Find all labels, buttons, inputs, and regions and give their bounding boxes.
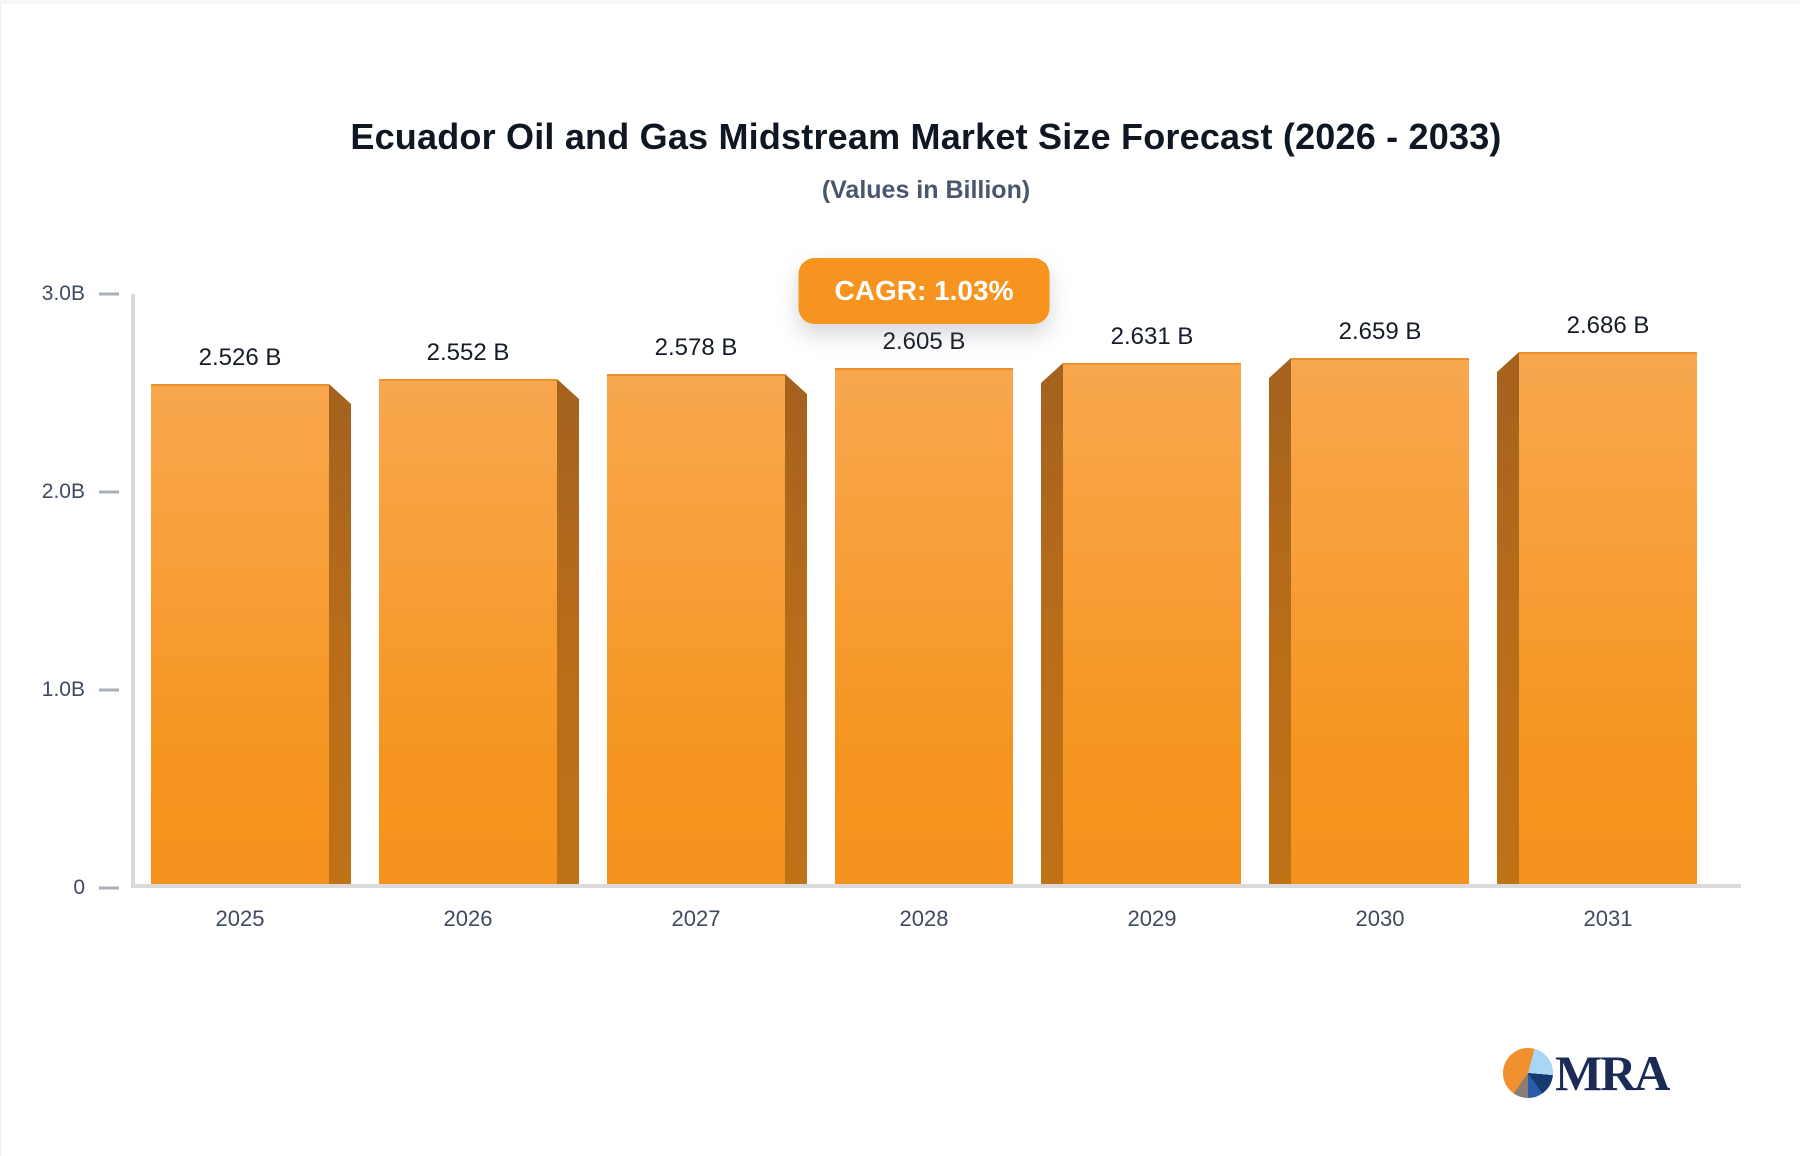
bar-value-label: 2.526 B	[198, 344, 282, 371]
bar-face	[1291, 358, 1469, 884]
x-axis-label: 2025	[215, 906, 265, 931]
y-axis-tick-label: 2.0B	[41, 480, 85, 503]
bar-face	[835, 368, 1013, 884]
bar-3d-side	[1269, 358, 1291, 884]
bar: 2.578 B	[607, 334, 807, 884]
pie-chart-logo-icon	[1503, 1048, 1553, 1098]
x-axis-label: 2029	[1127, 906, 1177, 931]
bar-value-label: 2.578 B	[654, 334, 738, 361]
y-axis-tick-mark	[99, 688, 119, 692]
bar-3d-side	[329, 384, 351, 884]
y-axis-tick-label: 0	[73, 876, 85, 899]
cagr-badge: CAGR: 1.03%	[798, 258, 1050, 324]
brand-logo-text: MRA	[1555, 1045, 1670, 1101]
x-axis-label: 2028	[899, 906, 949, 931]
bar: 2.526 B	[151, 344, 351, 884]
brand-logo: MRA	[1503, 1045, 1670, 1101]
bar-value-label: 2.686 B	[1566, 312, 1650, 339]
y-axis-tick-label: 1.0B	[41, 678, 85, 701]
chart-title: Ecuador Oil and Gas Midstream Market Siz…	[350, 116, 1502, 157]
bar: 2.686 B	[1497, 312, 1697, 884]
x-axis-label: 2031	[1583, 906, 1633, 931]
plot-area: 2.526 B 2.552 B 2.578 B 2.605 B 2.631 B 2.659…	[131, 294, 1741, 888]
bar-3d-side	[1041, 363, 1063, 884]
y-axis-tick-label: 3.0B	[41, 282, 85, 305]
x-axis-label: 2027	[671, 906, 721, 931]
bar: 2.631 B	[1041, 323, 1241, 884]
bar-value-label: 2.659 B	[1338, 318, 1422, 345]
chart-subtitle: (Values in Billion)	[821, 176, 1031, 204]
bar-face	[1063, 363, 1241, 884]
bar-3d-side	[1497, 352, 1519, 884]
bar-value-label: 2.605 B	[882, 328, 966, 355]
bar-face	[1519, 352, 1697, 884]
bar: 2.659 B	[1269, 318, 1469, 884]
bar-face	[379, 379, 557, 884]
x-axis-label: 2026	[443, 906, 493, 931]
bar-face	[607, 374, 785, 884]
y-axis-tick-mark	[99, 292, 119, 296]
y-axis-tick-mark	[99, 886, 119, 890]
bar: 2.605 B	[835, 328, 1013, 884]
bar-value-label: 2.552 B	[426, 339, 510, 366]
chart-header: Ecuador Oil and Gas Midstream Market Siz…	[131, 116, 1721, 205]
bar-3d-side	[785, 374, 807, 884]
x-axis-label: 2030	[1355, 906, 1405, 931]
bar-3d-side	[557, 379, 579, 884]
y-axis-tick-mark	[99, 490, 119, 494]
bar-value-label: 2.631 B	[1110, 323, 1194, 350]
bar-face	[151, 384, 329, 884]
bar: 2.552 B	[379, 339, 579, 884]
